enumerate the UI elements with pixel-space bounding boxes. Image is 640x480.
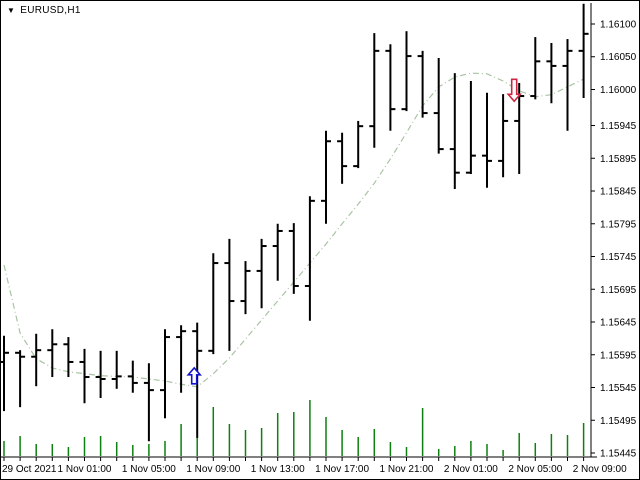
price-axis-label: 1.15795 — [600, 219, 637, 230]
time-axis-label: 1 Nov 09:00 — [186, 464, 240, 475]
price-axis-label: 1.15695 — [600, 285, 637, 296]
sell-arrow-icon — [506, 78, 522, 103]
signal-markers — [186, 78, 522, 385]
symbol-dropdown-icon[interactable]: ▼ — [7, 5, 16, 15]
price-axis-label: 1.15845 — [600, 187, 637, 198]
price-axis-label: 1.15595 — [600, 350, 637, 361]
price-axis-label: 1.15445 — [600, 448, 637, 459]
price-axis-label: 1.15745 — [600, 252, 637, 263]
price-axis-label: 1.15895 — [600, 154, 637, 165]
time-axis-label: 1 Nov 01:00 — [58, 464, 112, 475]
symbol-row: ▼ EURUSD,H1 — [7, 5, 81, 16]
price-axis-label: 1.15645 — [600, 318, 637, 329]
time-axis-label: 1 Nov 21:00 — [380, 464, 434, 475]
price-axis-label: 1.15495 — [600, 416, 637, 427]
price-axis-label: 1.16100 — [600, 20, 637, 31]
time-axis-label: 1 Nov 17:00 — [315, 464, 369, 475]
price-axis-labels[interactable]: 1.16100 1.16050 1.16000 1.15945 1.15895 1.158… — [591, 20, 637, 460]
price-bars — [1, 3, 589, 442]
price-axis-label: 1.15945 — [600, 121, 637, 132]
time-axis-labels[interactable]: 29 Oct 2021 1 Nov 01:00 1 Nov 05:00 1 Nov 0… — [2, 457, 627, 475]
time-axis-label: 1 Nov 05:00 — [122, 464, 176, 475]
axes[interactable] — [1, 3, 597, 458]
time-axis-label: 2 Nov 05:00 — [508, 464, 562, 475]
time-axis-label: 1 Nov 13:00 — [251, 464, 305, 475]
time-axis-label: 2 Nov 09:00 — [573, 464, 627, 475]
time-axis-label: 29 Oct 2021 — [2, 464, 57, 475]
price-axis-label: 1.16050 — [600, 52, 637, 63]
time-axis-label: 2 Nov 01:00 — [444, 464, 498, 475]
buy-arrow-icon — [186, 366, 202, 385]
price-axis-label: 1.15545 — [600, 383, 637, 394]
volume-bars — [3, 400, 585, 456]
symbol-label: EURUSD,H1 — [20, 5, 81, 16]
price-axis-label: 1.16000 — [600, 85, 637, 96]
